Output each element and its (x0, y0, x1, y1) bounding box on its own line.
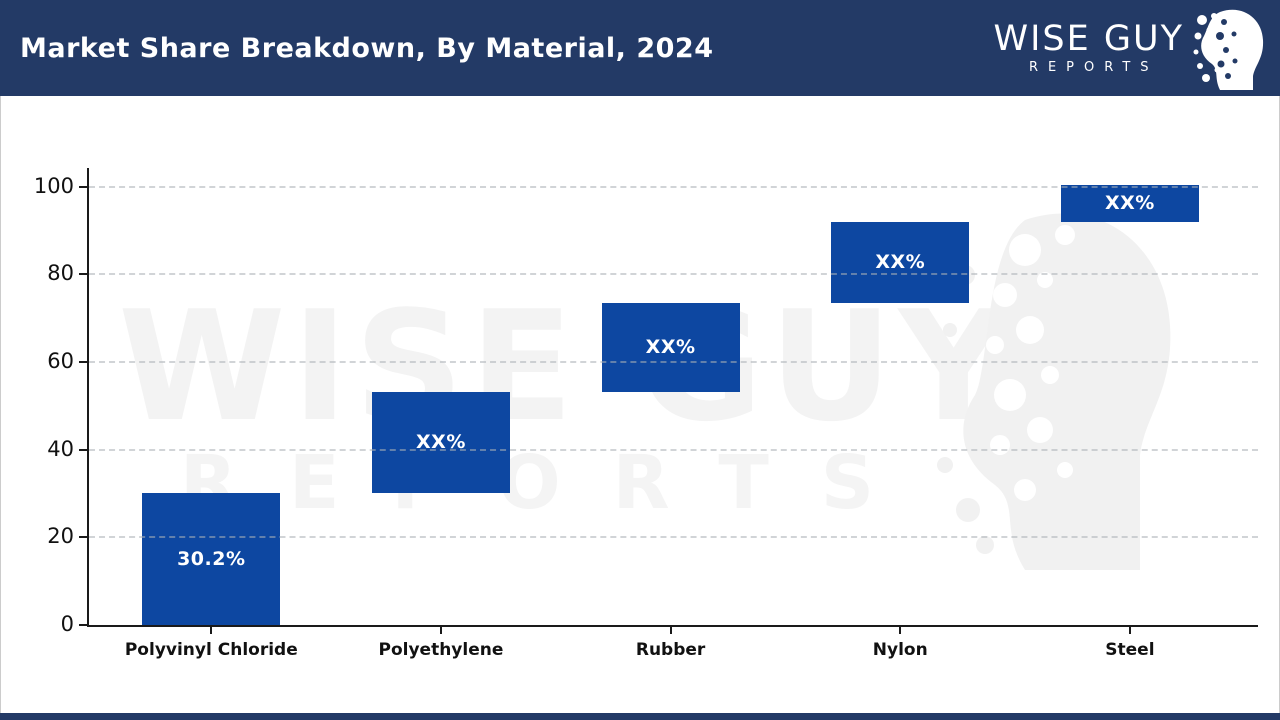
y-tick-mark-0 (79, 624, 87, 626)
logo-reports-label: REPORTS (1028, 59, 1159, 75)
page-title: Market Share Breakdown, By Material, 202… (20, 32, 714, 64)
x-tick-label-rubber: Rubber (635, 640, 706, 660)
bar-value-label: XX% (645, 336, 696, 359)
y-tick-label-40: 40 (47, 436, 74, 461)
gridline-y-80 (89, 273, 1258, 276)
x-tick-label-polyethylene: Polyethylene (378, 640, 504, 660)
y-tick-label-80: 80 (47, 261, 74, 286)
y-tick-label-100: 100 (33, 173, 74, 198)
y-tick-mark-20 (79, 536, 87, 539)
header-bar: Market Share Breakdown, By Material, 202… (0, 0, 1280, 96)
gridline-y-60 (89, 360, 1258, 363)
x-tick-mark-5 (1128, 626, 1131, 634)
bar-value-label: XX% (1104, 192, 1155, 215)
y-tick-mark-80 (79, 273, 87, 276)
bar-value-label: XX% (416, 431, 466, 454)
x-tick-mark-4 (899, 626, 902, 634)
bar-nylon: XX% (831, 221, 970, 303)
bar-polyvinyl-chloride: 30.2% (142, 492, 281, 625)
bar-steel: XX% (1060, 185, 1199, 222)
footer-bar (0, 713, 1280, 720)
gridline-y-40 (89, 448, 1258, 451)
y-tick-mark-100 (79, 185, 87, 188)
gridline-y-100 (89, 185, 1258, 188)
y-tick-mark-40 (79, 448, 87, 451)
x-tick-mark-1 (210, 626, 213, 634)
watermark-reports-text: REPORTS (180, 440, 927, 526)
y-tick-label-60: 60 (47, 348, 74, 373)
logo-face-icon (1193, 9, 1264, 90)
x-tick-mark-3 (669, 626, 672, 634)
y-tick-label-20: 20 (47, 524, 74, 549)
gridline-y-20 (89, 536, 1258, 539)
bar-rubber: XX% (601, 302, 740, 392)
logo-text: WISE GUY REPORTS (993, 21, 1184, 75)
bar-polyethylene: XX% (371, 391, 510, 493)
watermark-wiseguy-text: WISE GUY (118, 278, 1015, 455)
y-tick-mark-60 (79, 360, 87, 363)
x-tick-mark-2 (439, 626, 442, 634)
bar-value-label: XX% (875, 251, 926, 274)
y-axis-line (87, 168, 89, 627)
bar-value-label: 30.2% (177, 547, 246, 570)
x-tick-label-polyvinyl-chloride: Polyvinyl Chloride (124, 640, 298, 660)
watermark-face-icon (937, 213, 1171, 570)
wise-guy-reports-logo: WISE GUY REPORTS (993, 0, 1264, 96)
x-tick-label-nylon: Nylon (872, 640, 928, 660)
y-tick-label-0: 0 (60, 612, 74, 636)
x-axis-line (87, 625, 1258, 627)
x-tick-label-steel: Steel (1105, 640, 1155, 660)
logo-wiseguy-label: WISE GUY (993, 19, 1184, 60)
